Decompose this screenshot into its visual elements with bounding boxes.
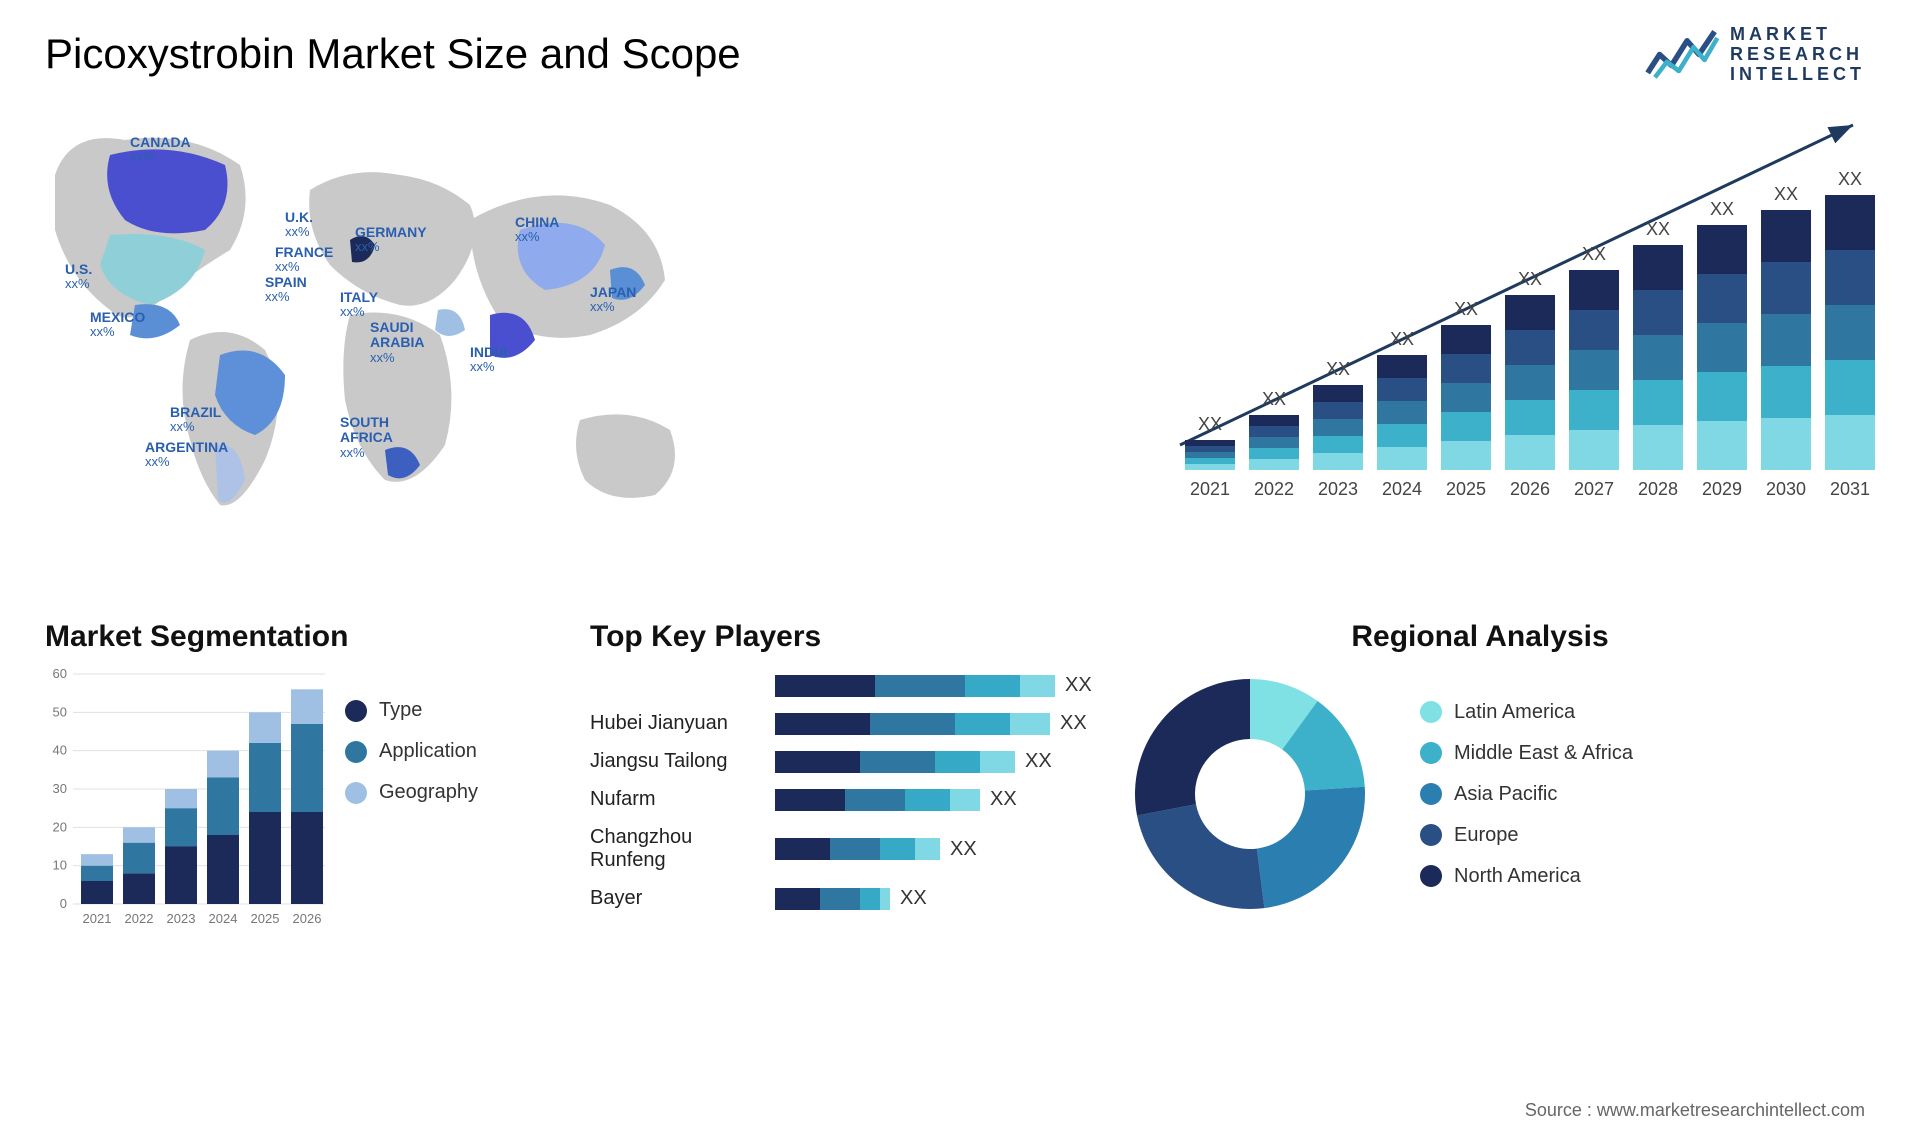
logo-icon	[1645, 27, 1720, 82]
segmentation-legend: Type Application Geography	[345, 699, 478, 929]
map-label: GERMANYxx%	[355, 225, 427, 255]
map-label: SAUDIARABIAxx%	[370, 320, 424, 365]
players-panel: Top Key Players XX Hubei JianyuanXX Jiangs…	[590, 620, 1100, 960]
player-row: Jiangsu TailongXX	[590, 750, 1100, 773]
svg-text:2029: 2029	[1702, 479, 1742, 499]
world-map: CANADAxx% U.S.xx% MEXICOxx% BRAZILxx% ARGENT…	[40, 110, 760, 530]
svg-text:XX: XX	[1326, 359, 1350, 379]
svg-text:2022: 2022	[1254, 479, 1294, 499]
svg-text:50: 50	[53, 704, 67, 719]
market-size-bar-chart: XX 2021 XX 2022 XX 2023 XX 2024 XX 2025 XX 2026 XX 20…	[1165, 110, 1865, 520]
players-title: Top Key Players	[590, 620, 1100, 654]
legend-item: Geography	[345, 781, 478, 804]
regional-legend: Latin America Middle East & Africa Asia Pa…	[1420, 701, 1633, 888]
svg-text:10: 10	[53, 858, 67, 873]
map-label: SPAINxx%	[265, 275, 307, 305]
svg-text:XX: XX	[1774, 184, 1798, 204]
svg-text:XX: XX	[1454, 299, 1478, 319]
svg-text:2022: 2022	[125, 911, 154, 926]
svg-text:2028: 2028	[1638, 479, 1678, 499]
source-text: Source : www.marketresearchintellect.com	[1525, 1100, 1865, 1121]
svg-text:2025: 2025	[251, 911, 280, 926]
svg-text:2031: 2031	[1830, 479, 1870, 499]
svg-text:30: 30	[53, 781, 67, 796]
svg-text:XX: XX	[1838, 169, 1862, 189]
map-label: FRANCExx%	[275, 245, 333, 275]
page-title: Picoxystrobin Market Size and Scope	[45, 30, 741, 78]
segmentation-chart: 0 10 20 30 40 50 60 2021 2022 2023 2024 2025 2026	[45, 669, 325, 929]
svg-text:2021: 2021	[1190, 479, 1230, 499]
svg-text:XX: XX	[1390, 329, 1414, 349]
svg-text:2024: 2024	[209, 911, 238, 926]
legend-item: Europe	[1420, 824, 1633, 847]
map-label: JAPANxx%	[590, 285, 636, 315]
svg-text:2027: 2027	[1574, 479, 1614, 499]
map-label: INDIAxx%	[470, 345, 508, 375]
svg-text:XX: XX	[1710, 199, 1734, 219]
map-label: BRAZILxx%	[170, 405, 221, 435]
legend-item: North America	[1420, 865, 1633, 888]
map-label: SOUTHAFRICAxx%	[340, 415, 393, 460]
svg-text:40: 40	[53, 743, 67, 758]
svg-text:XX: XX	[1198, 414, 1222, 434]
segmentation-panel: Market Segmentation 0 10 20 30 40 50 60 2021 202…	[45, 620, 565, 960]
svg-text:2025: 2025	[1446, 479, 1486, 499]
svg-text:0: 0	[60, 896, 67, 911]
map-label: MEXICOxx%	[90, 310, 145, 340]
player-row: XX	[590, 674, 1100, 697]
legend-item: Middle East & Africa	[1420, 742, 1633, 765]
svg-text:2026: 2026	[293, 911, 322, 926]
legend-item: Latin America	[1420, 701, 1633, 724]
svg-text:2026: 2026	[1510, 479, 1550, 499]
svg-text:2030: 2030	[1766, 479, 1806, 499]
svg-text:20: 20	[53, 819, 67, 834]
svg-text:XX: XX	[1646, 219, 1670, 239]
player-row: Hubei JianyuanXX	[590, 712, 1100, 735]
players-chart: XX Hubei JianyuanXX Jiangsu TailongXX Nufar…	[590, 674, 1100, 910]
svg-text:60: 60	[53, 669, 67, 681]
map-label: U.S.xx%	[65, 262, 92, 292]
legend-item: Application	[345, 740, 478, 763]
legend-item: Asia Pacific	[1420, 783, 1633, 806]
svg-text:XX: XX	[1262, 389, 1286, 409]
logo-text-1: MARKET	[1730, 25, 1865, 45]
map-label: ITALYxx%	[340, 290, 378, 320]
logo-text-3: INTELLECT	[1730, 65, 1865, 85]
svg-text:2024: 2024	[1382, 479, 1422, 499]
svg-text:XX: XX	[1518, 269, 1542, 289]
regional-title: Regional Analysis	[1120, 620, 1840, 654]
regional-panel: Regional Analysis Latin America Middle Ea…	[1120, 620, 1840, 960]
segmentation-title: Market Segmentation	[45, 620, 565, 654]
legend-item: Type	[345, 699, 478, 722]
svg-text:2021: 2021	[83, 911, 112, 926]
player-row: Changzhou RunfengXX	[590, 826, 1100, 872]
map-label: ARGENTINAxx%	[145, 440, 228, 470]
svg-text:2023: 2023	[167, 911, 196, 926]
logo: MARKET RESEARCH INTELLECT	[1645, 25, 1865, 84]
player-row: NufarmXX	[590, 788, 1100, 811]
map-label: U.K.xx%	[285, 210, 313, 240]
map-label: CANADAxx%	[130, 135, 191, 165]
svg-text:XX: XX	[1582, 244, 1606, 264]
logo-text-2: RESEARCH	[1730, 45, 1865, 65]
svg-text:2023: 2023	[1318, 479, 1358, 499]
player-row: BayerXX	[590, 887, 1100, 910]
map-label: CHINAxx%	[515, 215, 559, 245]
regional-donut	[1120, 664, 1380, 924]
